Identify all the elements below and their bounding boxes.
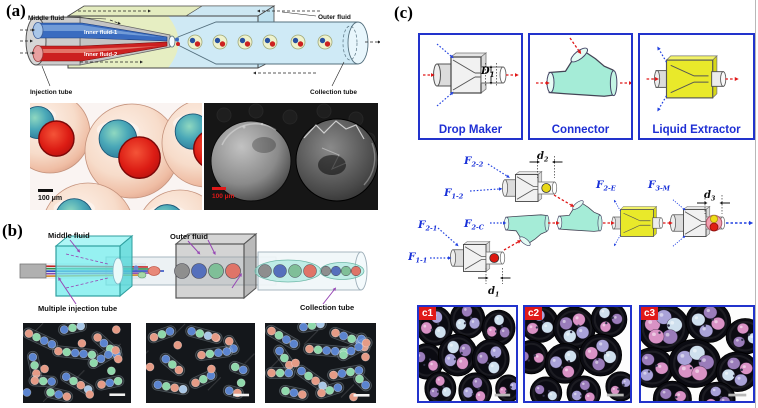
drop-maker-dim-label: D1 bbox=[481, 66, 495, 79]
b-collection-tube-label: Collection tube bbox=[300, 303, 354, 312]
panel-a-optical-image: 100 μm bbox=[30, 103, 202, 210]
a-inner-fluid-1-label: Inner fluid-1 bbox=[84, 30, 118, 36]
panel-a-label: (a) bbox=[6, 1, 26, 20]
assembly-label-d1: d1 bbox=[488, 286, 499, 299]
a-collection-tube-label: Collection tube bbox=[310, 89, 357, 96]
a-middle-fluid-label: Middle fluid bbox=[28, 15, 64, 22]
b-multiple-injection-tube-label: Multiple injection tube bbox=[38, 304, 117, 313]
assembly-label-f2_c: F2-C bbox=[463, 218, 485, 232]
panel-c-image-c1: c1 bbox=[417, 305, 518, 403]
b-outer-fluid-label: Outer fluid bbox=[170, 232, 208, 241]
assembly-label-f3_m: F3-M bbox=[647, 179, 671, 193]
a-optical-scalebar: 100 μm bbox=[38, 195, 62, 202]
module-liquid-extractor-name: Liquid Extractor bbox=[652, 124, 741, 136]
panel-b-label: (b) bbox=[2, 221, 23, 240]
panel-b-image-2 bbox=[146, 323, 255, 403]
panel-c-image-c2: c2 bbox=[523, 305, 632, 403]
assembly-label-d3: d3 bbox=[704, 190, 716, 203]
panel-c-assembly-diagram: F2-2 F1-2 F2-1 F1-1 F2-C F2-E F3-M d1 d2 d3 bbox=[408, 151, 754, 299]
module-drop-maker: D1 Drop Maker bbox=[418, 33, 523, 140]
c1-badge: c1 bbox=[419, 307, 437, 320]
assembly-label-d2: d2 bbox=[537, 151, 549, 164]
a-outer-fluid-label: Outer fluid bbox=[318, 14, 351, 21]
a-injection-tube-label: Injection tube bbox=[30, 89, 73, 96]
module-connector: Connector bbox=[528, 33, 633, 140]
panel-a-sem-image: 100 μm bbox=[204, 103, 378, 210]
c2-badge: c2 bbox=[525, 307, 543, 320]
assembly-label-f2_2: F2-2 bbox=[463, 155, 484, 169]
assembly-label-f1_2: F1-2 bbox=[443, 187, 464, 201]
panel-c-label: (c) bbox=[394, 3, 413, 22]
assembly-label-f1_1: F1-1 bbox=[408, 251, 427, 265]
module-connector-name: Connector bbox=[551, 124, 610, 136]
b-middle-fluid-label: Middle fluid bbox=[48, 231, 90, 240]
a-inner-fluid-2-label: Inner fluid-2 bbox=[84, 52, 117, 58]
module-liquid-extractor: Liquid Extractor bbox=[638, 33, 755, 140]
panel-c-image-c3: c3 bbox=[639, 305, 755, 403]
assembly-label-f2_e: F2-E bbox=[595, 179, 617, 193]
c3-badge: c3 bbox=[641, 307, 659, 320]
a-sem-scalebar: 100 μm bbox=[212, 193, 235, 200]
panel-b-image-1 bbox=[23, 323, 131, 403]
panel-a-schematic: Middle fluid Outer fluid Inner fluid-1 I… bbox=[20, 5, 380, 96]
module-drop-maker-name: Drop Maker bbox=[438, 124, 503, 136]
assembly-label-f2_1: F2-1 bbox=[417, 219, 437, 233]
panel-b-schematic: Middle fluid Outer fluid Multiple inject… bbox=[19, 231, 368, 313]
column-divider bbox=[755, 0, 756, 408]
panel-b-image-3 bbox=[265, 323, 376, 403]
